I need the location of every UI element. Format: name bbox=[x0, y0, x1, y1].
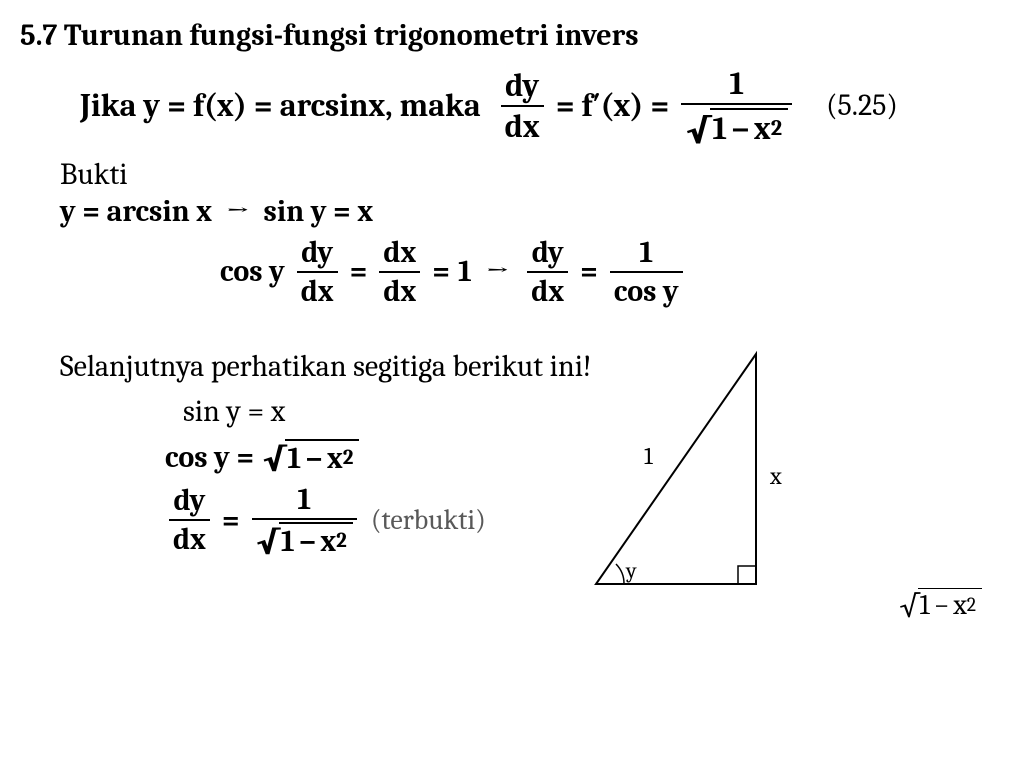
proof-line-1: y = arcsin x → sin y = x bbox=[60, 194, 373, 229]
cosy: cos y bbox=[220, 254, 285, 289]
p2-dx2: dx bbox=[527, 271, 568, 309]
rad-x: x bbox=[754, 110, 771, 147]
sin-y-eq: sin y = x bbox=[183, 394, 486, 429]
f-x: x bbox=[320, 524, 336, 559]
f-eq: = bbox=[222, 503, 240, 538]
cosy-sq: 2 bbox=[343, 446, 354, 470]
dx: dx bbox=[501, 105, 544, 145]
cosy-minus: − bbox=[305, 441, 323, 476]
rad-minus: − bbox=[731, 110, 750, 147]
f-minus: − bbox=[299, 524, 317, 559]
p2-eq2: = bbox=[432, 254, 450, 289]
p2-eq3: = bbox=[580, 254, 598, 289]
radical-icon-3: √ bbox=[256, 527, 281, 560]
arrow-icon: → bbox=[226, 194, 250, 229]
qed-label: (terbukti) bbox=[371, 504, 486, 536]
cosy-x: x bbox=[327, 441, 343, 476]
final-equation-row: dy dx = 1 √ 1 − x2 bbox=[165, 482, 486, 559]
adj-sq: 2 bbox=[967, 593, 976, 616]
tri-angle: y bbox=[625, 558, 637, 584]
radical-icon-4: √ bbox=[899, 591, 919, 622]
adj-minus: − bbox=[934, 589, 950, 621]
bottom-area: sin y = x cos y = √ 1 − x2 dy bbox=[20, 394, 1004, 647]
triangle-diagram: 1 x y √ 1 − x2 bbox=[566, 334, 912, 647]
main-equation-row: Jika y = f(x) = arcsinx, maka dy dx = f′… bbox=[80, 65, 1004, 147]
rad-sq: 2 bbox=[771, 115, 782, 141]
tri-opp: x bbox=[769, 462, 782, 490]
p2-one-n: 1 bbox=[635, 235, 657, 271]
p2-eq1: = bbox=[350, 254, 368, 289]
num-one: 1 bbox=[725, 65, 748, 103]
p2-dx: dx bbox=[297, 271, 338, 309]
tri-adjacent-label: √ 1 − x2 bbox=[899, 588, 982, 621]
f-dx: dx bbox=[169, 519, 210, 557]
f-sq: 2 bbox=[336, 529, 347, 553]
p2-dx-n: dx bbox=[379, 235, 420, 271]
proof1-a: y = arcsin x bbox=[60, 194, 212, 229]
proof-line-2: cos y dy dx = dx dx = 1 → dy dx = 1 cos … bbox=[220, 235, 687, 309]
p2-dy2: dy bbox=[528, 235, 568, 271]
adj-one: 1 bbox=[920, 589, 930, 621]
adj-x: x bbox=[953, 589, 967, 621]
rad-one: 1 bbox=[712, 110, 727, 147]
dy: dy bbox=[501, 67, 543, 105]
tri-hyp: 1 bbox=[644, 442, 653, 470]
radical-icon: √ bbox=[685, 113, 712, 148]
p2-dx-d: dx bbox=[379, 271, 420, 309]
radical-icon-2: √ bbox=[262, 444, 287, 477]
cos-y-eq: cos y = √ 1 − x2 bbox=[165, 439, 359, 476]
eq-prefix: Jika y = f(x) = arcsinx, maka bbox=[80, 87, 481, 124]
main-equation: Jika y = f(x) = arcsinx, maka dy dx = f′… bbox=[80, 65, 796, 147]
proof-heading: Bukti bbox=[60, 157, 1004, 192]
eq-mid: = f′(x) = bbox=[556, 87, 670, 124]
f-dy: dy bbox=[169, 483, 209, 519]
section-title: 5.7 Turunan fungsi-fungsi trigonometri i… bbox=[20, 18, 1004, 53]
proof1-b: sin y = x bbox=[264, 194, 374, 229]
f-num: 1 bbox=[293, 482, 315, 518]
p2-one: 1 bbox=[458, 254, 472, 289]
equation-number: (5.25) bbox=[826, 88, 898, 123]
cosy-lhs: cos y = bbox=[165, 440, 254, 475]
cosy-one: 1 bbox=[287, 441, 301, 476]
arrow-icon-2: → bbox=[486, 254, 510, 289]
f-one: 1 bbox=[281, 524, 295, 559]
p2-cosy: cos y bbox=[610, 271, 683, 309]
p2-dy: dy bbox=[297, 235, 337, 271]
final-equation: dy dx = 1 √ 1 − x2 bbox=[165, 482, 361, 559]
